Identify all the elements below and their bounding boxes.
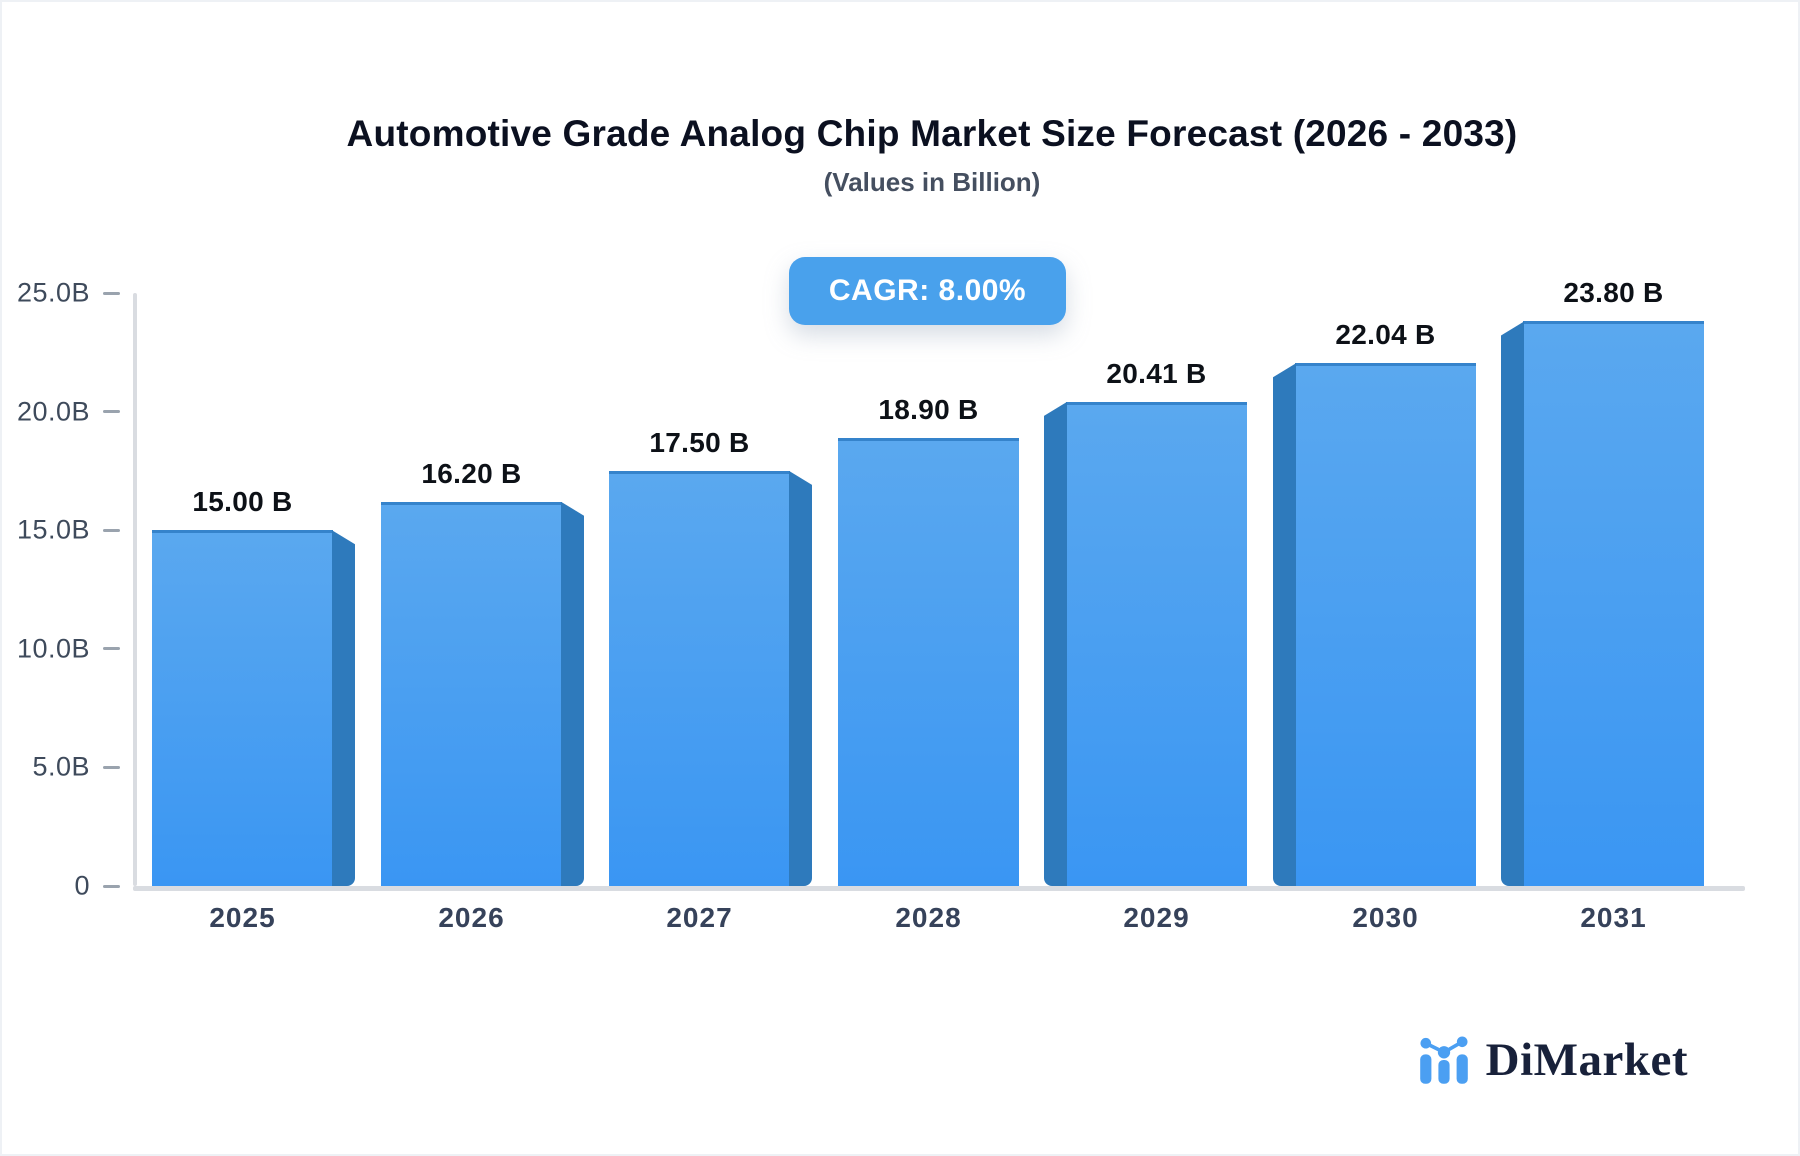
y-tick-label: 15.0B [16, 514, 90, 545]
bar-face [381, 501, 562, 886]
bar-3d-side [1273, 363, 1296, 886]
y-tick-mark [103, 884, 120, 888]
bar-value-label: 23.80 B [1563, 277, 1664, 309]
bar-2030: 22.04 B 2030 [1273, 319, 1476, 933]
bar-face [1066, 401, 1247, 886]
y-tick-label: 25.0B [16, 277, 90, 308]
bar-value-label: 18.90 B [878, 393, 979, 425]
x-tick-label: 2027 [666, 901, 733, 933]
bar-value-label: 16.20 B [421, 457, 522, 489]
y-axis-line [133, 293, 137, 886]
x-tick-label: 2026 [438, 901, 505, 933]
y-tick-label: 0 [74, 870, 90, 901]
bar-value-label: 20.41 B [1106, 357, 1207, 389]
bar-3d-side [332, 530, 355, 886]
y-tick-mark [103, 528, 120, 532]
x-axis-line [133, 886, 1745, 891]
bar-3d-side [1501, 321, 1524, 886]
bar-chart-logo-icon [1419, 1036, 1468, 1084]
x-tick-label: 2028 [895, 901, 962, 933]
bar-value-label: 17.50 B [649, 426, 750, 458]
bar-value-label: 22.04 B [1335, 319, 1436, 351]
y-tick-label: 20.0B [16, 396, 90, 427]
x-tick-label: 2031 [1580, 901, 1647, 933]
x-tick-label: 2029 [1123, 901, 1190, 933]
bar-face [609, 470, 790, 886]
bar-2029: 20.41 B 2029 [1044, 358, 1247, 933]
x-tick-label: 2025 [209, 901, 276, 933]
y-tick-label: 10.0B [16, 633, 90, 664]
bar-2031: 23.80 B 2031 [1501, 277, 1704, 933]
bar-2026: 16.20 B 2026 [381, 458, 584, 933]
bar-3d-side [561, 501, 584, 886]
y-tick-label: 5.0B [32, 751, 90, 782]
y-tick-mark [103, 647, 120, 651]
x-tick-label: 2030 [1352, 901, 1419, 933]
bar-face [152, 530, 333, 886]
bar-3d-side [789, 470, 812, 886]
bar-2027: 17.50 B 2027 [609, 427, 812, 933]
bar-face [838, 437, 1019, 886]
chart-subtitle: (Values in Billion) [823, 167, 1041, 197]
bar-face [1523, 321, 1704, 886]
bar-face [1295, 363, 1476, 886]
y-tick-mark [103, 765, 120, 769]
bar-3d-side [1044, 401, 1067, 886]
brand-logo: DiMarket [1416, 1032, 1688, 1088]
y-tick-mark [103, 410, 120, 414]
bar-2028: 18.90 B 2028 [838, 394, 1019, 933]
cagr-badge: CAGR: 8.00% [789, 257, 1066, 325]
brand-name: DiMarket [1485, 1034, 1688, 1086]
chart-title: Automotive Grade Analog Chip Market Size… [346, 113, 1518, 154]
bar-2025: 15.00 B 2025 [152, 486, 355, 933]
y-tick-mark [103, 291, 120, 295]
bar-value-label: 15.00 B [192, 486, 293, 518]
